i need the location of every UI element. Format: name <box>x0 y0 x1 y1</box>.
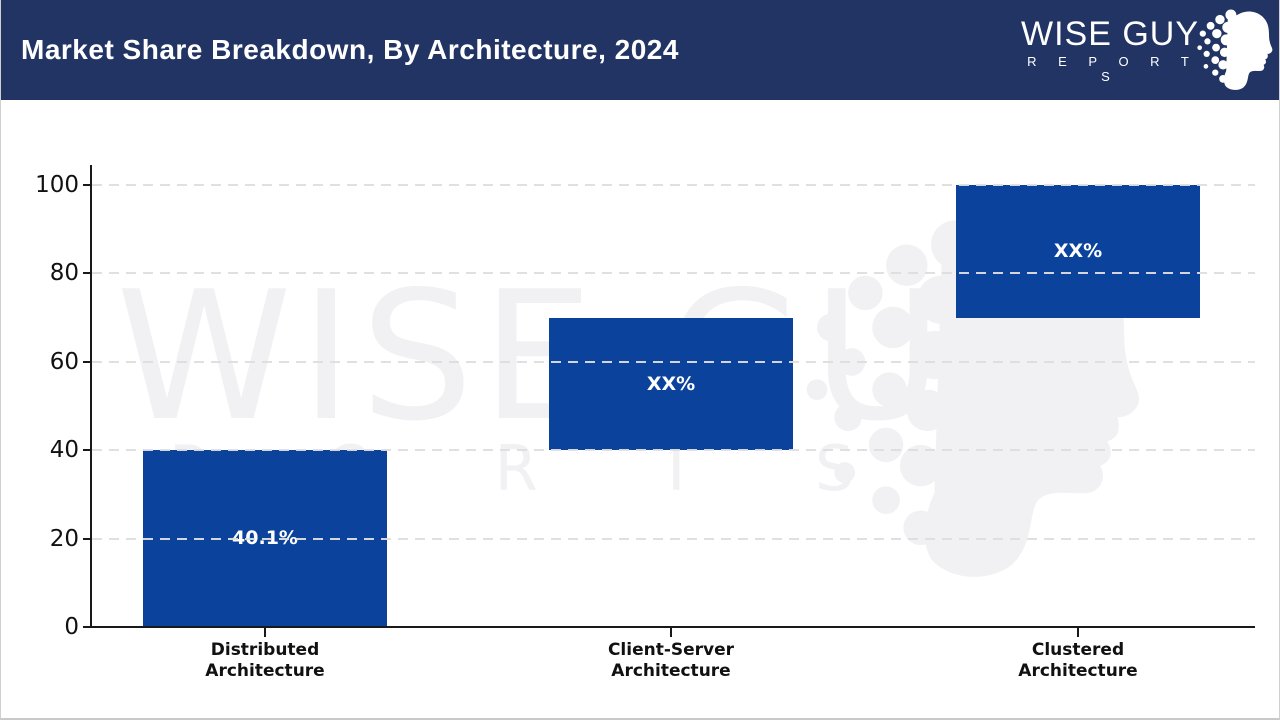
page-title: Market Share Breakdown, By Architecture,… <box>21 34 679 65</box>
header-bar: Market Share Breakdown, By Architecture,… <box>1 0 1279 100</box>
y-tick-40 <box>83 449 90 452</box>
x-category-line: Client-Server <box>607 640 735 660</box>
x-category-label-1: Client-Server Architecture <box>541 640 801 682</box>
y-tick-100 <box>83 184 90 186</box>
gridline-60 <box>92 360 1255 363</box>
y-tick-label-100: 100 <box>35 172 79 198</box>
gridline-40 <box>92 449 1255 452</box>
x-tick-2 <box>1077 628 1079 637</box>
x-category-line: Architecture <box>1018 661 1138 681</box>
bar-clustered-architecture: XX% <box>956 185 1200 318</box>
x-tick-1 <box>670 628 672 637</box>
bar-chart: 0 20 40 60 80 100 40.1% Distributed Architecture… <box>1 100 1280 720</box>
x-axis-line <box>90 626 1255 628</box>
brand-logo-text: WISE GUY R E P O R T S <box>1011 16 1209 84</box>
y-tick-label-20: 20 <box>49 525 79 552</box>
brand-name: WISE GUY <box>1020 15 1200 53</box>
y-tick-60 <box>83 360 90 363</box>
gridline-80 <box>92 272 1255 275</box>
x-category-label-0: Distributed Architecture <box>135 640 395 682</box>
brand-subtitle: R E P O R T S <box>1027 54 1198 84</box>
y-tick-label-0: 0 <box>64 614 79 640</box>
dotted-head-icon <box>1195 7 1273 93</box>
x-tick-0 <box>264 628 266 637</box>
x-category-label-2: Clustered Architecture <box>948 640 1208 682</box>
y-tick-label-80: 80 <box>49 260 79 287</box>
gridline-20 <box>92 537 1255 540</box>
y-tick-label-60: 60 <box>49 348 79 375</box>
y-tick-label-40: 40 <box>49 437 79 464</box>
x-category-line: Clustered <box>1031 640 1125 660</box>
y-axis-line <box>90 165 92 628</box>
gridline-100 <box>92 184 1255 186</box>
y-tick-80 <box>83 272 90 275</box>
bar-client-server-architecture: XX% <box>549 317 793 450</box>
y-tick-0 <box>83 626 90 628</box>
x-category-line: Architecture <box>611 661 731 681</box>
bar-value-label: XX% <box>646 372 696 395</box>
brand-logo: WISE GUY R E P O R T S <box>1011 6 1273 94</box>
y-tick-20 <box>83 537 90 540</box>
x-category-line: Distributed <box>210 640 320 660</box>
bar-value-label: XX% <box>1053 240 1103 263</box>
x-category-line: Architecture <box>205 661 325 681</box>
